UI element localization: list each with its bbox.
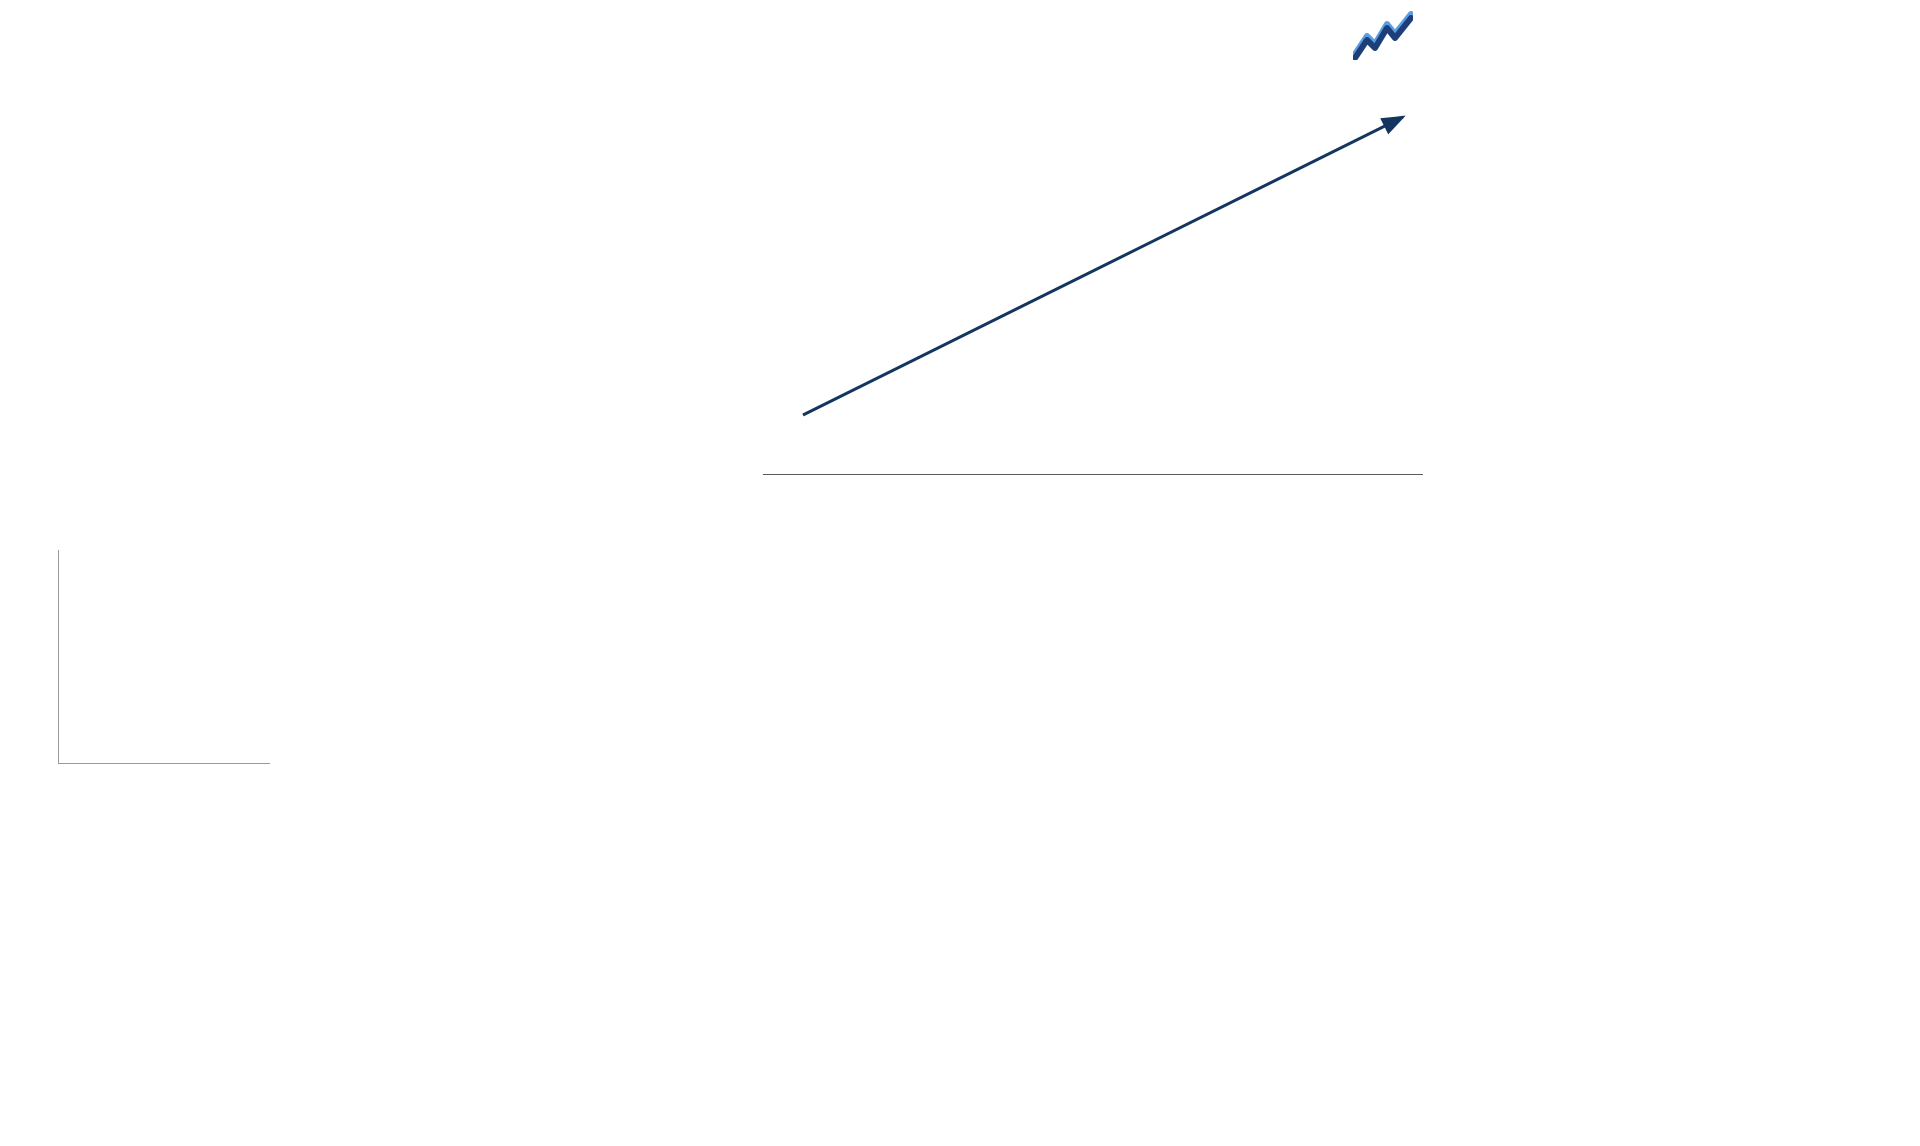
segmentation-chart bbox=[30, 542, 270, 772]
regional-panel bbox=[977, 530, 1424, 772]
world-map-svg bbox=[30, 100, 700, 520]
growth-chart bbox=[743, 105, 1423, 505]
players-panel bbox=[490, 530, 937, 772]
world-map bbox=[30, 100, 700, 520]
brand-logo bbox=[1353, 10, 1423, 60]
regional-donut bbox=[977, 542, 1187, 752]
segmentation-panel bbox=[30, 530, 450, 772]
growth-baseline bbox=[763, 474, 1423, 475]
logo-mark-icon bbox=[1353, 10, 1413, 60]
